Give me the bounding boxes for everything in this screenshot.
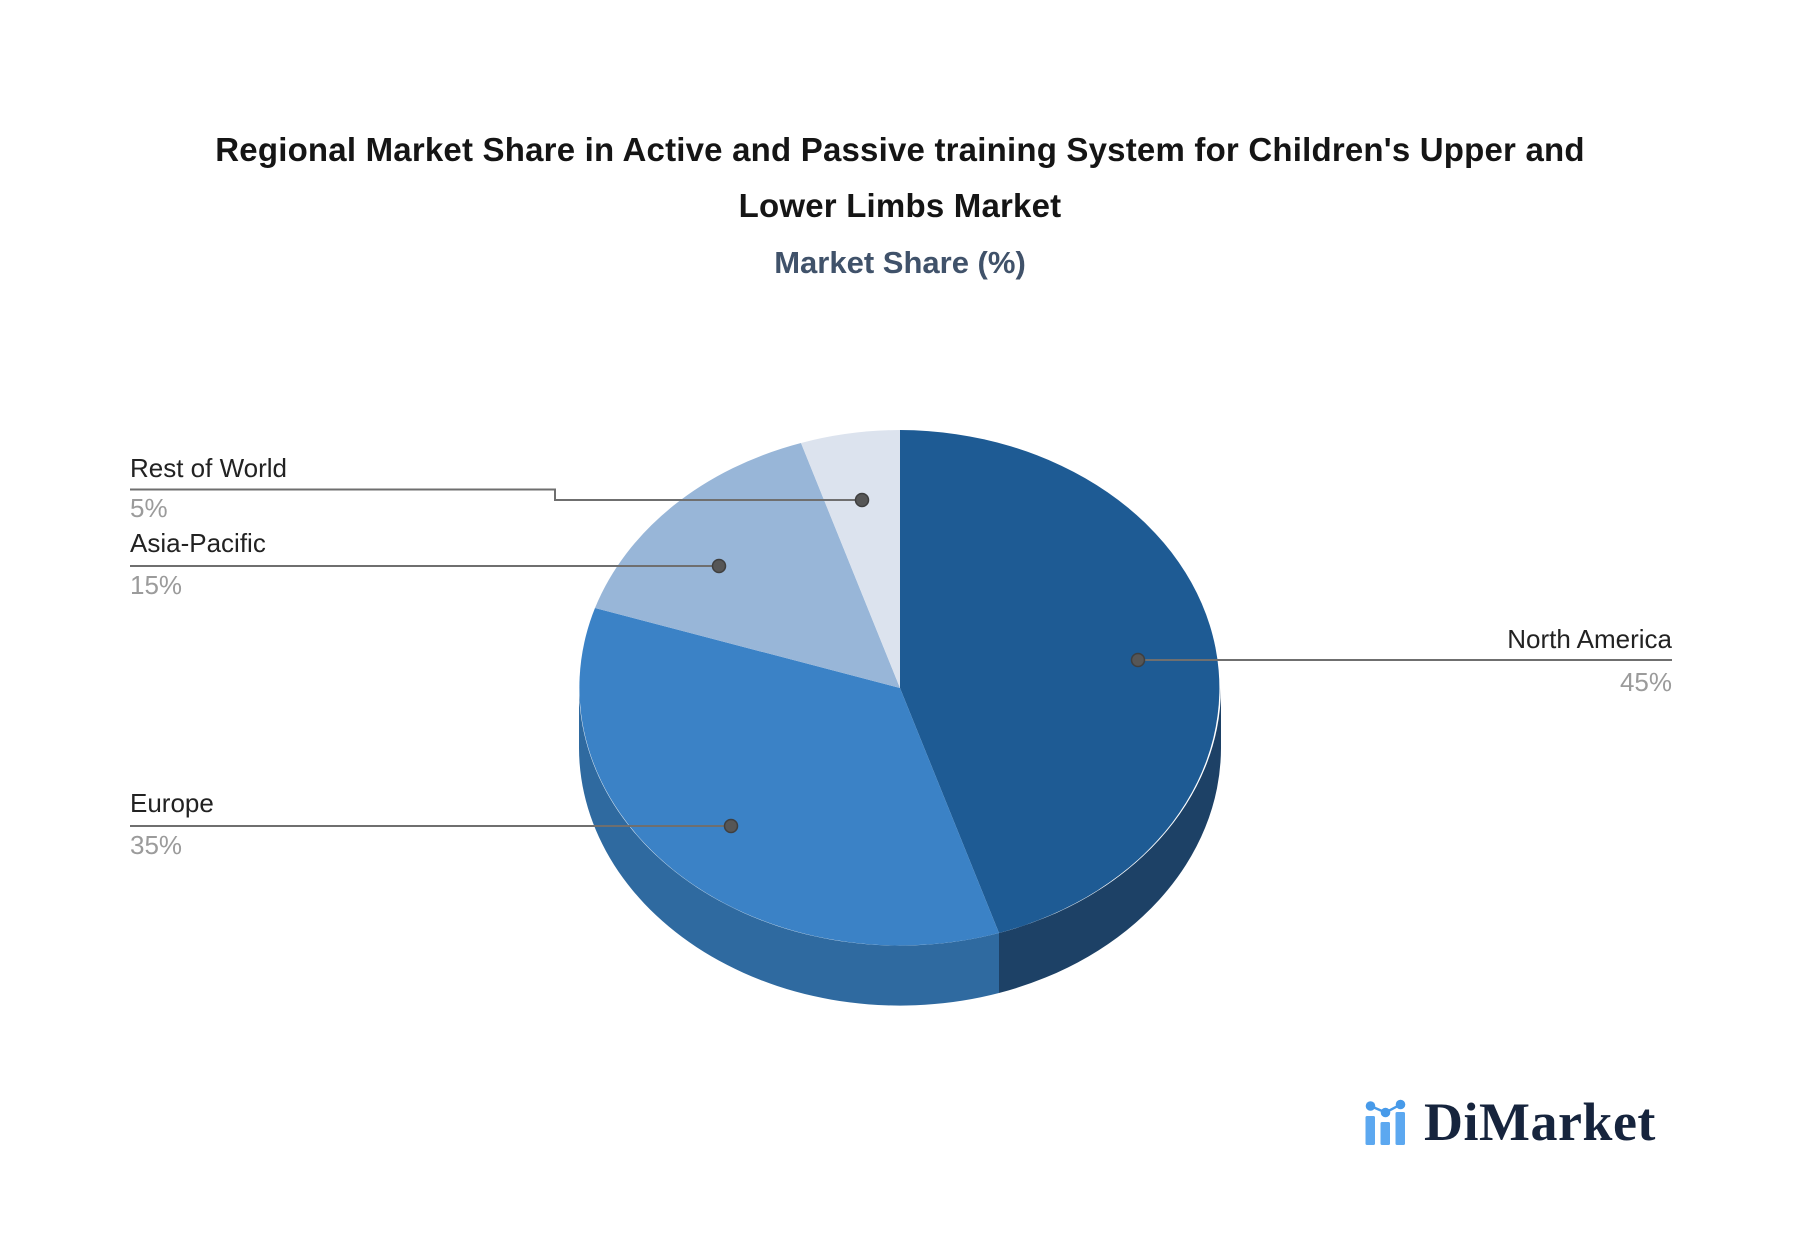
slice-label: Europe [130, 788, 214, 818]
leader-dot-asia-pacific [711, 558, 727, 574]
slice-label: Rest of World [130, 453, 288, 483]
slice-label: North America [1507, 624, 1672, 654]
callout-asia-pacific: Asia-Pacific [130, 529, 266, 557]
leader-dot-north-america [1130, 652, 1146, 668]
pie-slice-rest-of-world [801, 430, 900, 688]
chart-subtitle: Market Share (%) [774, 245, 1026, 280]
brand-logo-text: DiMarket [1424, 1092, 1656, 1152]
pie-slice-north-america [900, 430, 1220, 933]
slice-label: Asia-Pacific [130, 528, 266, 558]
leader-dot-rest-of-world [854, 492, 870, 508]
slice-percentage: 5% [130, 493, 168, 523]
slice-percentage: 45% [1619, 667, 1672, 697]
chart-title-line1: Regional Market Share in Active and Pass… [215, 131, 1585, 168]
bar-chart-icon [1365, 1099, 1406, 1145]
slice-percentage: 35% [130, 830, 183, 860]
pie-side-north-america [999, 688, 1221, 993]
pie-slice-europe [579, 608, 999, 946]
leader-dot-europe [723, 818, 739, 834]
chart-title-line2: Lower Limbs Market [738, 187, 1062, 224]
pie-slice-asia-pacific [595, 443, 900, 688]
callout-rest-of-world: Rest of World [130, 454, 287, 482]
brand-logo: DiMarket [1364, 1092, 1656, 1152]
slice-percentage: 15% [130, 570, 183, 600]
callout-north-america: North America [1507, 625, 1672, 653]
callout-europe: Europe [130, 789, 214, 817]
pie-side-europe [579, 688, 999, 1006]
leader-line-rest-of-world [130, 488, 862, 501]
